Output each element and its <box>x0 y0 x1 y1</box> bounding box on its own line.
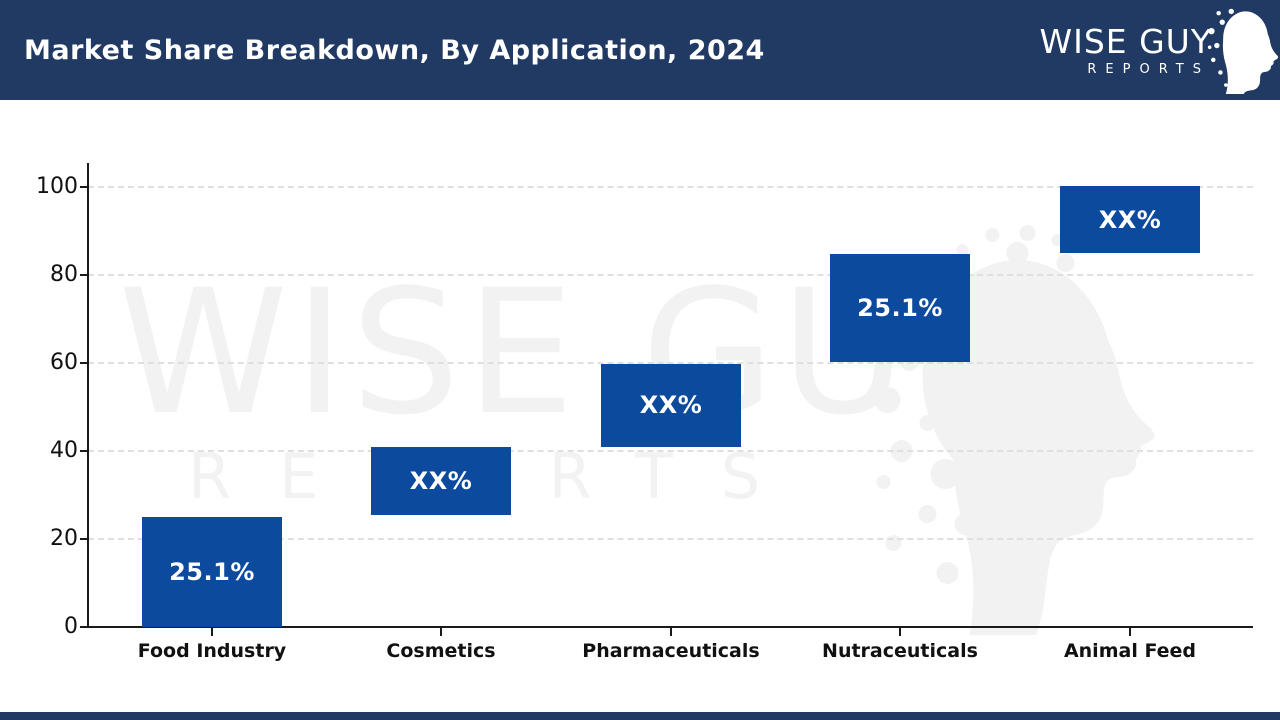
y-tick-label-40: 40 <box>50 438 78 463</box>
y-tick-label-80: 80 <box>50 262 78 287</box>
x-tick-food-industry <box>211 628 213 636</box>
bar-value-label-nutraceuticals: 25.1% <box>857 293 943 322</box>
logo-subtext: REPORTS <box>1087 61 1210 77</box>
x-axis-label-cosmetics: Cosmetics <box>386 640 496 662</box>
x-axis-label-pharmaceuticals: Pharmaceuticals <box>582 640 760 662</box>
y-tick-60 <box>80 362 88 364</box>
y-tick-20 <box>80 538 88 540</box>
x-tick-pharmaceuticals <box>670 628 672 636</box>
y-tick-0 <box>80 626 88 628</box>
y-tick-100 <box>80 186 88 188</box>
x-tick-animal-feed <box>1129 628 1131 636</box>
gridline-80 <box>88 274 1253 276</box>
y-tick-label-60: 60 <box>50 350 78 375</box>
bar-nutraceuticals: 25.1% <box>830 253 970 363</box>
header-bar: Market Share Breakdown, By Application, … <box>0 0 1280 100</box>
bar-cosmetics: XX% <box>371 446 511 515</box>
gridline-40 <box>88 450 1253 452</box>
gridline-60 <box>88 362 1253 364</box>
bar-pharmaceuticals: XX% <box>601 363 741 447</box>
gridline-100 <box>88 186 1253 188</box>
page-title: Market Share Breakdown, By Application, … <box>24 34 765 66</box>
x-tick-cosmetics <box>440 628 442 636</box>
bar-value-label-pharmaceuticals: XX% <box>639 391 703 420</box>
bar-food-industry: 25.1% <box>142 516 282 627</box>
x-axis-label-food-industry: Food Industry <box>137 640 287 662</box>
x-tick-nutraceuticals <box>899 628 901 636</box>
bar-value-label-food-industry: 25.1% <box>169 557 255 586</box>
logo-face-icon <box>1207 8 1278 94</box>
y-tick-40 <box>80 450 88 452</box>
bar-value-label-cosmetics: XX% <box>409 466 473 495</box>
y-tick-label-100: 100 <box>36 174 78 199</box>
y-tick-label-20: 20 <box>50 526 78 551</box>
gridline-20 <box>88 538 1253 540</box>
x-axis-label-animal-feed: Animal Feed <box>1063 640 1197 662</box>
y-axis <box>87 163 89 628</box>
x-axis-label-nutraceuticals: Nutraceuticals <box>822 640 978 662</box>
y-tick-label-0: 0 <box>64 614 78 639</box>
footer-bar <box>0 712 1280 720</box>
bar-animal-feed: XX% <box>1060 186 1200 253</box>
logo-wordmark: WISE GUY <box>1039 21 1212 61</box>
x-axis <box>87 626 1253 628</box>
wise-guy-logo: WISE GUY REPORTS <box>1039 6 1280 94</box>
logo-text: WISE GUY REPORTS <box>1039 25 1212 76</box>
y-tick-80 <box>80 274 88 276</box>
bar-value-label-animal-feed: XX% <box>1098 205 1162 234</box>
